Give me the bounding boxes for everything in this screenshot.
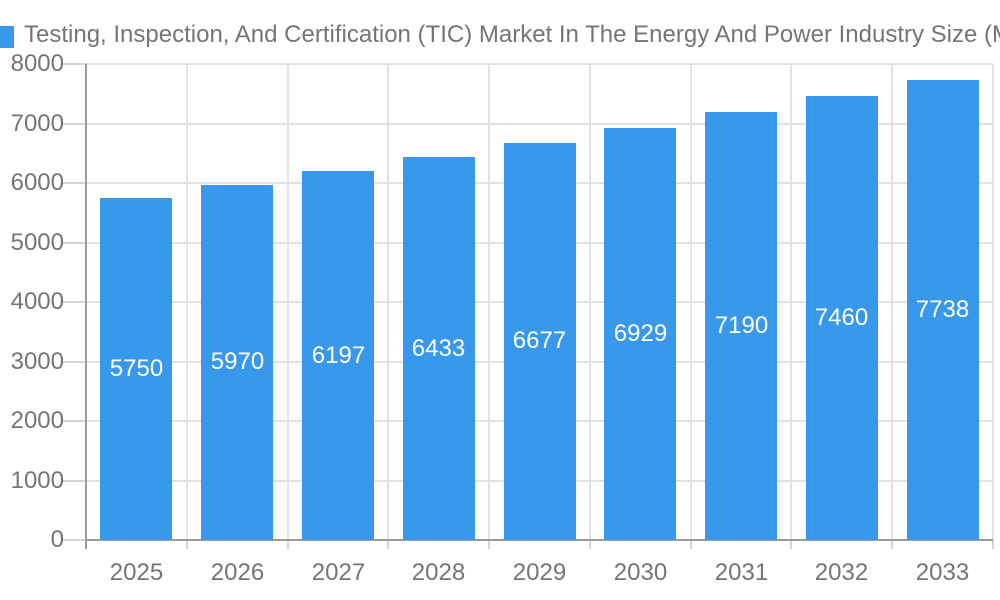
- x-axis-tick-label: 2027: [311, 559, 366, 586]
- y-axis-tick: [62, 301, 86, 303]
- y-axis-line: [85, 64, 87, 549]
- x-axis-tick-label: 2025: [109, 559, 164, 586]
- y-axis-tick-label: 0: [50, 526, 64, 553]
- bar: [504, 142, 576, 540]
- x-axis-tick: [286, 540, 289, 549]
- x-axis-tick: [588, 540, 591, 549]
- x-axis-line: [86, 539, 993, 541]
- gridline-vertical: [689, 64, 692, 540]
- bar: [604, 127, 676, 540]
- gridline-vertical: [588, 64, 591, 540]
- bar-value-label: 6197: [311, 342, 366, 369]
- y-axis-tick: [62, 539, 86, 541]
- bar: [201, 184, 273, 540]
- bar: [302, 171, 374, 540]
- x-axis-tick-label: 2029: [512, 559, 567, 586]
- gridline-vertical: [185, 64, 188, 540]
- gridline-vertical: [891, 64, 894, 540]
- y-axis-tick-label: 5000: [10, 228, 64, 256]
- y-axis-tick-label: 6000: [10, 169, 64, 196]
- gridline-vertical: [992, 64, 994, 540]
- gridline-vertical: [387, 64, 390, 540]
- bar-value-label: 7738: [915, 296, 970, 323]
- y-axis-tick: [62, 63, 86, 65]
- y-axis-tick: [62, 360, 86, 363]
- x-axis-tick: [992, 540, 994, 549]
- y-axis-tick-label: 7000: [10, 109, 64, 137]
- y-axis-tick: [62, 122, 86, 125]
- x-axis-tick-label: 2030: [613, 559, 668, 586]
- y-axis-tick: [62, 241, 86, 244]
- x-axis-tick-label: 2031: [714, 559, 769, 586]
- gridline-horizontal: [86, 122, 993, 125]
- y-axis-tick-label: 2000: [10, 407, 64, 434]
- x-axis-tick-label: 2026: [210, 559, 265, 586]
- bar-value-label: 6929: [613, 320, 668, 347]
- x-axis-tick-label: 2032: [814, 559, 869, 586]
- y-axis-tick-label: 8000: [10, 50, 64, 77]
- bar-value-label: 6677: [512, 327, 567, 354]
- y-axis-tick: [62, 420, 86, 422]
- y-axis-tick-label: 4000: [10, 288, 64, 315]
- bar: [705, 112, 777, 540]
- y-axis-tick-label: 3000: [10, 347, 64, 375]
- legend-marker-icon: [0, 26, 14, 48]
- gridline-vertical: [488, 64, 491, 540]
- bar: [806, 96, 878, 540]
- x-axis-tick: [790, 540, 793, 549]
- bar-value-label: 7190: [714, 312, 769, 339]
- bar: [100, 197, 172, 540]
- chart-title: Testing, Inspection, And Certification (…: [24, 21, 1000, 48]
- bar-value-label: 7460: [814, 304, 869, 331]
- gridline-vertical: [790, 64, 793, 540]
- x-axis-tick-label: 2033: [915, 559, 970, 586]
- x-axis-tick: [387, 540, 390, 549]
- x-axis-tick-label: 2028: [411, 559, 466, 586]
- x-axis-tick: [185, 540, 188, 549]
- x-axis-tick: [689, 540, 692, 549]
- x-axis-tick: [891, 540, 894, 549]
- y-axis-tick: [62, 479, 86, 482]
- y-axis-tick-label: 1000: [10, 466, 64, 494]
- bar-value-label: 6433: [411, 335, 466, 362]
- bar: [403, 157, 475, 540]
- bar-value-label: 5750: [109, 355, 164, 382]
- x-axis-tick: [488, 540, 491, 549]
- y-axis-tick: [62, 182, 86, 184]
- gridline-horizontal: [86, 63, 993, 65]
- bar: [907, 79, 979, 540]
- bar-value-label: 5970: [210, 348, 265, 375]
- gridline-vertical: [286, 64, 289, 540]
